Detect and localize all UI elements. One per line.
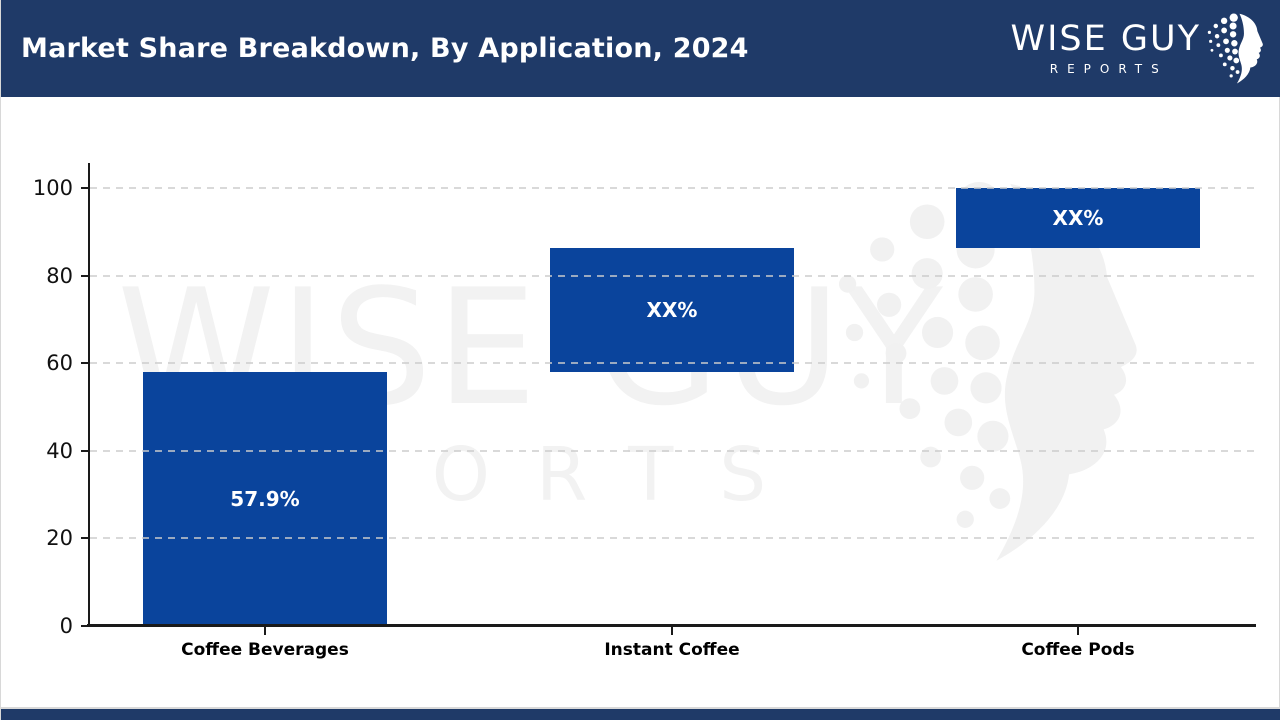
x-axis-tick-mark	[1077, 627, 1079, 635]
y-axis-line	[88, 163, 90, 627]
brand-logo-text: WISE GUY REPORTS	[1010, 18, 1201, 76]
y-axis-tick-mark	[81, 362, 90, 365]
y-axis-tick-label: 0	[59, 614, 73, 638]
gridline	[90, 362, 1254, 365]
y-axis-tick-label: 20	[46, 526, 73, 551]
y-axis-tick-mark	[81, 449, 90, 452]
y-axis-tick-mark	[81, 187, 90, 189]
y-axis-tick-mark	[81, 274, 90, 277]
x-axis-category-label: Coffee Pods	[1021, 640, 1135, 660]
gridline	[90, 274, 1254, 277]
y-axis-tick-mark	[81, 625, 90, 627]
bar-value-label: XX%	[1052, 205, 1104, 230]
x-axis-category-label: Coffee Beverages	[181, 640, 349, 660]
gridline	[90, 187, 1254, 189]
chart-title: Market Share Breakdown, By Application, …	[21, 33, 749, 64]
gridline	[90, 449, 1254, 452]
bar-value-label: XX%	[646, 297, 698, 322]
brand-name: WISE GUY	[1010, 18, 1201, 59]
x-axis-tick-mark	[264, 627, 266, 635]
x-axis-tick-mark	[671, 627, 673, 635]
x-axis-line	[87, 624, 1256, 627]
y-axis-tick-label: 100	[32, 176, 73, 200]
bar-segment: 57.9%	[143, 372, 387, 626]
footer-bar	[1, 707, 1280, 720]
brand-logo: WISE GUY REPORTS	[1010, 12, 1267, 86]
y-axis-tick-label: 60	[46, 351, 73, 376]
y-axis-tick-label: 80	[46, 263, 73, 288]
brand-subname: REPORTS	[1049, 61, 1168, 76]
bar-segment: XX%	[550, 247, 794, 373]
bar-value-label: 57.9%	[230, 487, 300, 512]
gridline	[90, 537, 1254, 540]
y-axis-tick-label: 40	[46, 438, 73, 463]
header-bar: Market Share Breakdown, By Application, …	[1, 0, 1280, 97]
bar-segment: XX%	[956, 188, 1200, 248]
x-axis-category-label: Instant Coffee	[604, 640, 740, 660]
y-axis-tick-mark	[81, 537, 90, 540]
dotted-head-logo-icon	[1207, 12, 1263, 84]
